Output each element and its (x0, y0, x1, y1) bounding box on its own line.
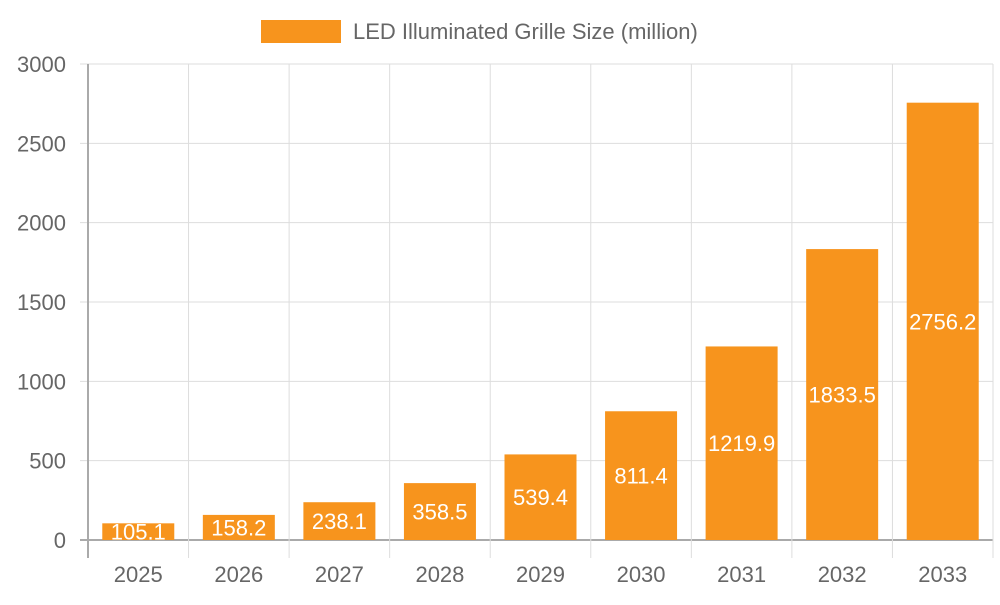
legend[interactable]: LED Illuminated Grille Size (million) (261, 19, 698, 44)
bar-2033[interactable] (906, 102, 979, 541)
x-tick-label: 2031 (717, 562, 766, 587)
y-tick-label: 2000 (17, 211, 66, 236)
gridlines (80, 63, 994, 558)
bar-2025[interactable] (102, 523, 175, 540)
y-tick-label: 3000 (17, 52, 66, 77)
data-label-2031: 1219.9 (708, 431, 775, 456)
y-tick-label: 1000 (17, 369, 66, 394)
data-label-2025: 105.1 (111, 520, 166, 545)
bar-2031[interactable] (705, 346, 778, 540)
data-label-2030: 811.4 (614, 464, 667, 489)
data-label-2027: 238.1 (312, 509, 367, 534)
x-tick-label: 2030 (617, 562, 666, 587)
x-tick-label: 2032 (818, 562, 867, 587)
bar-2032[interactable] (806, 249, 879, 541)
legend-label: LED Illuminated Grille Size (million) (353, 19, 698, 44)
data-label-2032: 1833.5 (809, 383, 876, 408)
legend-swatch (261, 20, 341, 43)
bar-2026[interactable] (202, 514, 275, 540)
x-tick-label: 2026 (214, 562, 263, 587)
data-label-2026: 158.2 (211, 515, 266, 540)
bar-2028[interactable] (403, 483, 476, 540)
y-tick-label: 1500 (17, 290, 66, 315)
data-label-2033: 2756.2 (909, 309, 976, 334)
y-tick-label: 2500 (17, 131, 66, 156)
data-labels: 105.1 158.2 238.1 358.5 539.4 811.4 1219.9 1833… (111, 309, 977, 545)
data-label-2029: 539.4 (513, 485, 568, 510)
bar-2029[interactable] (504, 454, 577, 540)
y-tick-label: 0 (54, 528, 66, 553)
x-tick-label: 2033 (918, 562, 967, 587)
x-tick-label: 2025 (114, 562, 163, 587)
bar-2030[interactable] (605, 411, 678, 540)
x-tick-label: 2029 (516, 562, 565, 587)
bar-2027[interactable] (303, 502, 376, 540)
data-label-2028: 358.5 (412, 500, 467, 525)
bars (102, 102, 979, 541)
y-tick-label: 500 (29, 449, 66, 474)
x-tick-label: 2028 (415, 562, 464, 587)
axes: 0 500 1000 1500 2000 2500 3000 2025 2026 2027 2028… (17, 52, 967, 587)
x-tick-label: 2027 (315, 562, 364, 587)
